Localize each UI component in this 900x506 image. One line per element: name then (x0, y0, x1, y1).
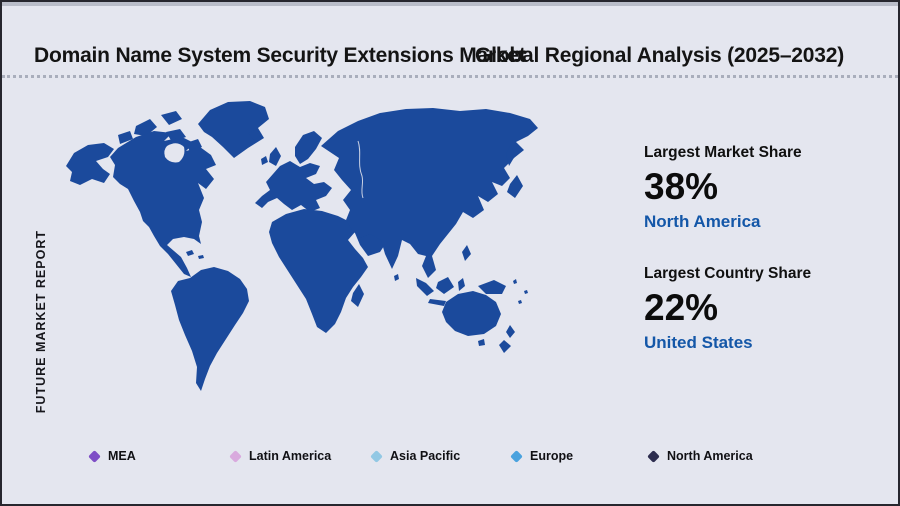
legend-diamond-icon (370, 449, 383, 463)
landmass-scandinavia (295, 131, 322, 164)
landmass-south-america (171, 267, 249, 391)
legend-item-latin-america: Latin America (229, 449, 332, 463)
landmass-new-zealand (499, 325, 515, 353)
stat-region: North America (644, 212, 761, 231)
country-border-line (357, 140, 364, 199)
legend-item-europe: Europe (510, 449, 574, 463)
legend-item-north-america: North America (647, 449, 753, 463)
legend-diamond-icon (647, 449, 660, 463)
stat-largest-country-share: Largest Country Share 22% United States (644, 265, 811, 353)
landmass-madagascar (351, 284, 364, 307)
landmass-greenland (198, 101, 269, 158)
world-map (66, 101, 538, 391)
landmass-pacific-islands (513, 279, 528, 304)
legend-item-mea: MEA (88, 449, 136, 463)
watermark-text: FUTURE MARKET REPORT (34, 230, 48, 414)
stat-label: Largest Market Share (644, 144, 802, 161)
landmass-north-america (110, 131, 216, 277)
legend-label: Europe (530, 449, 574, 463)
watermark-vertical: FUTURE MARKET REPORT (34, 230, 48, 414)
landmass-europe (255, 161, 332, 212)
title-regional-analysis: Global Regional Analysis (2025–2032) (475, 44, 845, 67)
landmass-africa (269, 209, 368, 333)
legend-label: Latin America (249, 449, 332, 463)
title-market: Domain Name System Security Extensions M… (34, 44, 526, 67)
stat-value: 38% (644, 166, 719, 207)
dotted-divider (2, 75, 898, 78)
legend-label: Asia Pacific (390, 449, 461, 463)
landmass-british-isles (261, 147, 281, 166)
landmass-japan (506, 144, 523, 198)
hudson-bay-cutout (164, 143, 185, 163)
stat-largest-market-share: Largest Market Share 38% North America (644, 144, 802, 232)
legend-label: North America (667, 449, 753, 463)
stat-label: Largest Country Share (644, 265, 812, 282)
landmass-asia (321, 108, 538, 278)
legend-item-asia-pacific: Asia Pacific (370, 449, 461, 463)
landmass-arctic-islands (118, 111, 202, 152)
landmass-iceland (248, 129, 262, 140)
landmass-caribbean (186, 250, 204, 259)
legend-diamond-icon (510, 449, 523, 463)
legend-diamond-icon (229, 449, 242, 463)
stat-value: 22% (644, 287, 719, 328)
landmass-alaska (66, 143, 114, 185)
stat-region: United States (644, 333, 753, 352)
legend-diamond-icon (88, 449, 101, 463)
legend-label: MEA (108, 449, 136, 463)
landmass-australia (442, 291, 501, 346)
landmass-southeast-asia-islands (394, 245, 506, 306)
top-edge-strip (2, 2, 898, 6)
